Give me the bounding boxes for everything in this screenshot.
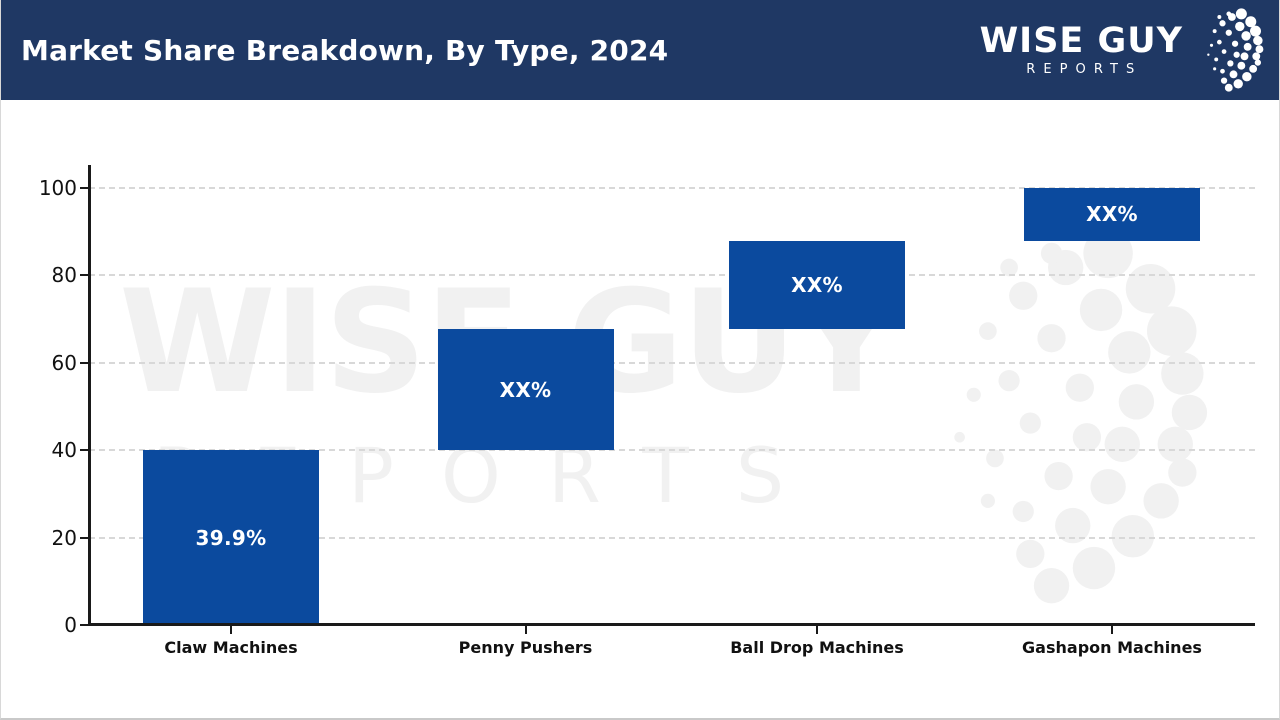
gridline [89,186,1255,189]
x-category-label: Ball Drop Machines [730,638,904,657]
wiseguy-logo: WISE GUY REPORTS [980,6,1269,94]
logo-wordmark: WISE GUY REPORTS [980,23,1183,77]
gridline [89,536,1255,539]
y-tick-label: 100 [38,175,77,200]
y-tick-mark [80,536,89,539]
gridline [89,274,1255,276]
header-bar: Market Share Breakdown, By Type, 2024 WI… [1,0,1279,100]
y-tick-label: 20 [51,525,77,550]
bar-segment: 39.9% [143,450,319,625]
y-tick-label: 60 [51,350,77,375]
y-tick-mark [80,274,89,276]
y-tick-label: 40 [51,438,77,462]
bar-value-label: 39.9% [195,525,267,550]
page-title: Market Share Breakdown, By Type, 2024 [21,33,669,67]
logo-wordmark-main: WISE GUY [979,21,1183,62]
y-tick-mark [80,186,89,189]
gridline [89,361,1255,364]
bar-value-label: XX% [1086,202,1138,227]
x-tick-mark [816,626,818,634]
bar-segment: XX% [729,241,905,329]
x-category-label: Penny Pushers [458,638,593,657]
y-tick-mark [80,624,89,626]
y-axis-line [88,165,91,626]
x-tick-mark [524,626,527,634]
bar-value-label: XX% [791,273,843,298]
x-tick-mark [1111,626,1113,634]
y-tick-mark [80,449,89,451]
y-tick-mark [80,361,89,364]
y-tick-label: 0 [64,613,77,637]
logo-head-profile-icon [1187,6,1269,94]
y-tick-label: 80 [51,263,77,287]
logo-wordmark-sub: REPORTS [1026,61,1143,77]
x-axis-line [88,623,1255,626]
bar-segment: XX% [1024,187,1200,242]
x-category-label: Gashapon Machines [1022,638,1202,657]
bar-segment: XX% [437,328,614,451]
x-category-label: Claw Machines [164,638,298,657]
gridline [89,449,1255,451]
bar-value-label: XX% [499,377,552,402]
x-tick-mark [230,626,232,634]
